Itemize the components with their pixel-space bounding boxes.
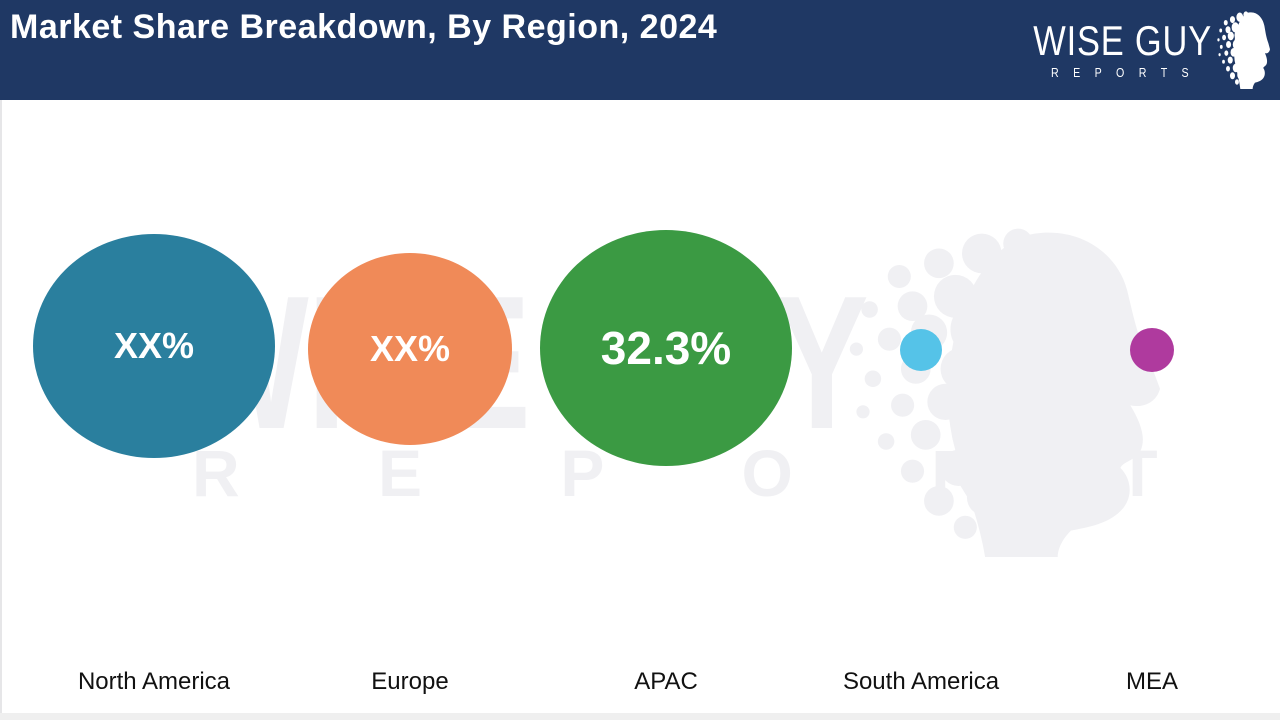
category-label-europe: Europe: [371, 668, 449, 695]
brand-logo-text: WISE GUY R E P O R T S: [1033, 17, 1212, 81]
brand-name: WISE GUY: [1033, 17, 1212, 64]
left-edge-trim: [0, 100, 2, 720]
bubble-apac: 32.3%: [540, 230, 792, 466]
category-label-apac: APAC: [634, 668, 698, 695]
bubble-south-america: [900, 329, 942, 371]
header: Market Share Breakdown, By Region, 2024 …: [0, 0, 1280, 100]
bubble-value-label: XX%: [369, 328, 451, 369]
page-title: Market Share Breakdown, By Region, 2024: [10, 8, 718, 46]
bubble-mea: [1130, 328, 1174, 372]
category-label-row: North America Europe APAC South America MEA: [0, 668, 1280, 702]
bubble-value-label: 32.3%: [600, 322, 732, 374]
brand-subtitle: R E P O R T S: [1050, 65, 1195, 80]
bubble-value-label: XX%: [113, 325, 195, 366]
bubble-europe: XX%: [308, 253, 512, 445]
brand-logo: WISE GUY R E P O R T S: [994, 5, 1270, 95]
category-label-mea: MEA: [1125, 668, 1178, 695]
category-label-south-america: South America: [842, 668, 1000, 695]
bubble-north-america: XX%: [33, 234, 275, 458]
bottom-edge-trim: [0, 713, 1280, 720]
category-label-north-america: North America: [77, 668, 231, 695]
